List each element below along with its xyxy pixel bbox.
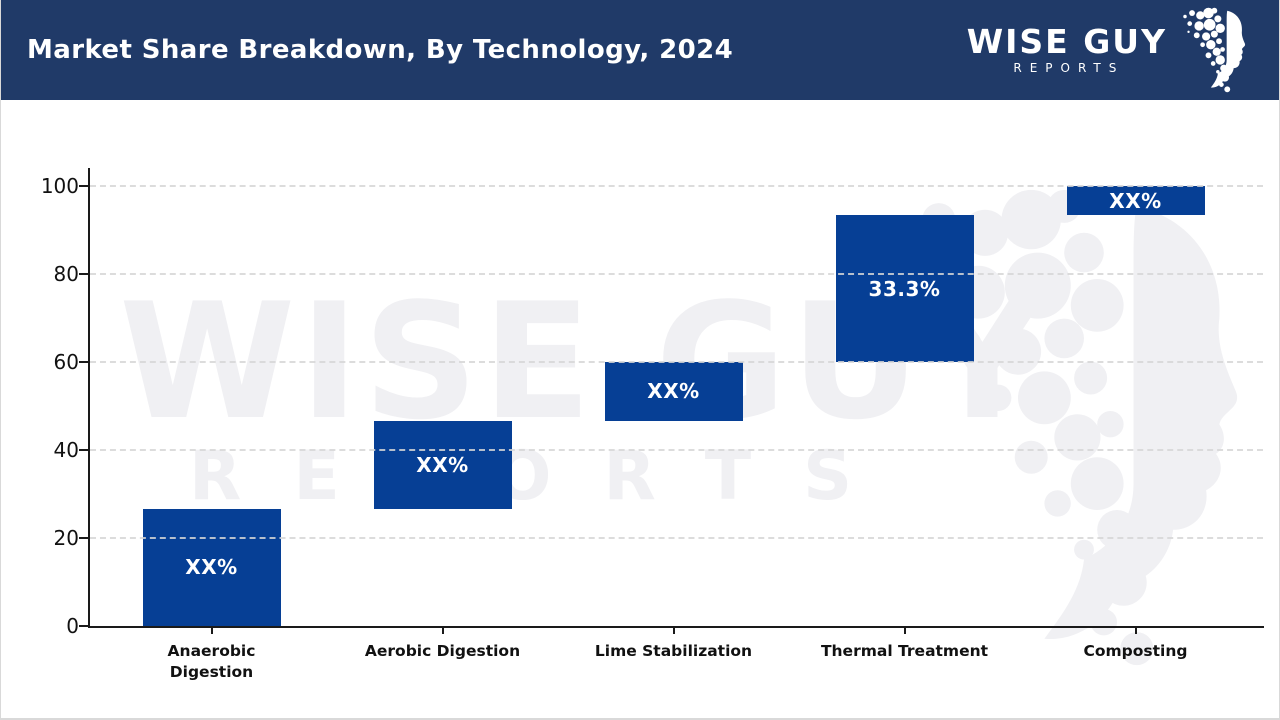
y-tick-mark (79, 537, 88, 539)
bar-aerobic-digestion: XX% (373, 420, 512, 509)
bar-value-label: XX% (1109, 188, 1162, 213)
y-tick-mark (79, 361, 88, 363)
y-tick-mark (79, 273, 88, 275)
header-bar: Market Share Breakdown, By Technology, 2… (1, 0, 1279, 100)
chart-title: Market Share Breakdown, By Technology, 2… (27, 35, 734, 65)
x-tick-mark (903, 628, 906, 634)
y-tick-label: 80 (53, 262, 79, 286)
bar-composting: XX% (1066, 186, 1205, 216)
bar-value-label: XX% (416, 452, 469, 477)
gridline (90, 185, 1263, 187)
bar-value-label: XX% (185, 555, 238, 580)
category-label-thermal-treatment: Thermal Treatment (820, 642, 989, 660)
logo-wiseguy-text: WISE GUY (966, 22, 1167, 61)
bar-value-label: XX% (647, 379, 700, 404)
y-tick-mark (79, 625, 88, 627)
y-tick-label: 40 (53, 438, 79, 462)
category-label-aerobic-digestion: Aerobic Digestion (364, 642, 521, 660)
bar-anaerobic-digestion: XX% (142, 508, 281, 626)
category-label-lime-stabilization: Lime Stabilization (594, 642, 753, 660)
watermark-reports-text: REPORTS (189, 437, 905, 516)
gridline (90, 537, 1263, 539)
category-label-anaerobic-digestion: Anaerobic Digestion (167, 642, 256, 681)
gridline (90, 273, 1263, 275)
x-tick-mark (672, 628, 675, 634)
y-tick-label: 0 (66, 614, 79, 638)
x-axis-line (88, 626, 1264, 628)
x-tick-mark (441, 628, 444, 634)
category-label-composting: Composting (1083, 642, 1188, 660)
bar-value-label: 33.3% (868, 276, 941, 301)
y-tick-label: 20 (53, 526, 79, 550)
gridline (90, 449, 1263, 451)
y-tick-label: 100 (40, 174, 79, 198)
x-tick-mark (1134, 628, 1137, 634)
logo-reports-text: REPORTS (1013, 61, 1125, 75)
wiseguy-logo: WISE GUY REPORTS (967, 6, 1255, 94)
y-axis-line (88, 168, 90, 628)
gridline (90, 361, 1263, 363)
logo-face-icon (1183, 7, 1246, 93)
logo-wordmark: WISE GUY REPORTS (967, 25, 1167, 75)
y-tick-label: 60 (53, 350, 79, 374)
bar-lime-stabilization: XX% (604, 362, 743, 421)
y-tick-mark (79, 185, 88, 187)
bar-thermal-treatment: 33.3% (835, 215, 974, 362)
y-tick-mark (79, 449, 88, 451)
x-tick-mark (210, 628, 213, 634)
